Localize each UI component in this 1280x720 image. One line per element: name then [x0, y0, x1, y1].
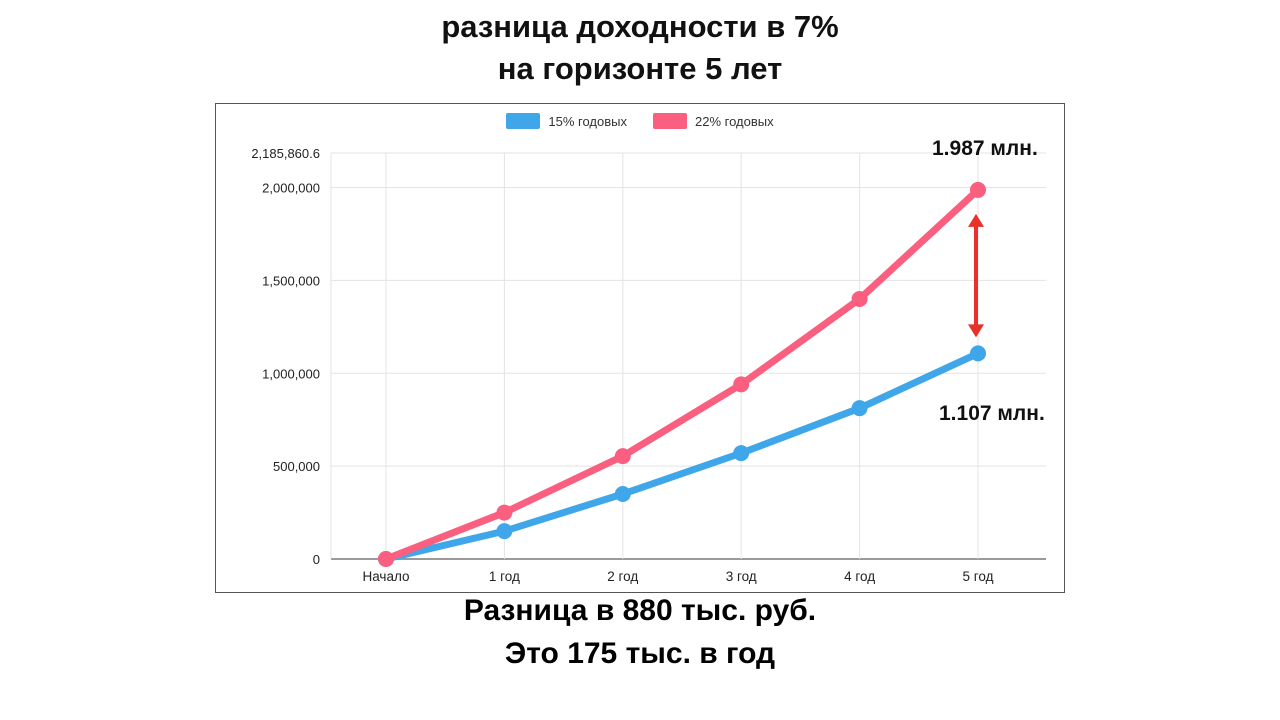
legend-label-22: 22% годовых: [695, 113, 774, 129]
legend-item-22: 22% годовых: [653, 113, 774, 129]
footer-line1: Разница в 880 тыс. руб.: [463, 594, 817, 627]
legend-item-15: 15% годовых: [506, 113, 627, 129]
line-chart: 0 500,000 1,000,000 1,500,000 2,000,000 2,185…: [251, 146, 1046, 584]
legend-swatch-pink: [653, 113, 687, 129]
svg-text:2,000,000: 2,000,000: [262, 181, 320, 196]
chart-title-line2: на горизонте 5 лет: [497, 51, 783, 86]
chart-title: разница доходности в 7% на горизонте 5 л…: [0, 6, 1280, 90]
footer-line2: Это 175 тыс. в год: [504, 637, 776, 670]
svg-text:Начало: Начало: [362, 569, 409, 584]
legend-swatch-blue: [506, 113, 541, 129]
legend-label-15: 15% годовых: [548, 113, 627, 129]
annotation-bottom-value: 1.107 млн.: [939, 402, 1045, 425]
chart-title-line1: разница доходности в 7%: [441, 9, 839, 44]
svg-text:1,000,000: 1,000,000: [262, 366, 320, 381]
svg-text:5 год: 5 год: [963, 569, 994, 584]
svg-text:3 год: 3 год: [726, 569, 757, 584]
svg-text:2,185,860.6: 2,185,860.6: [251, 146, 320, 161]
svg-text:500,000: 500,000: [273, 459, 320, 474]
annotation-top-value: 1.987 млн.: [932, 137, 1038, 160]
svg-text:4 год: 4 год: [844, 569, 875, 584]
chart-container: 0 500,000 1,000,000 1,500,000 2,000,000 2,185…: [215, 103, 1065, 593]
chart-legend: 15% годовых 22% годовых: [216, 113, 1064, 129]
svg-text:1,500,000: 1,500,000: [262, 273, 320, 288]
svg-text:1 год: 1 год: [489, 569, 520, 584]
svg-text:0: 0: [313, 552, 320, 567]
svg-text:2 год: 2 год: [607, 569, 638, 584]
